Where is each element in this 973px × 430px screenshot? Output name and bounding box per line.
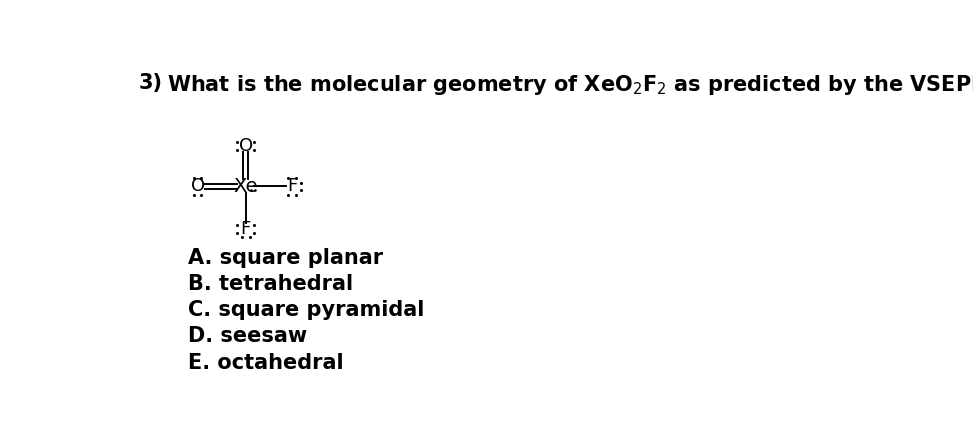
- Text: Xe: Xe: [234, 177, 258, 196]
- Text: C. square pyramidal: C. square pyramidal: [188, 300, 424, 320]
- Text: F: F: [287, 177, 297, 195]
- Text: D. seesaw: D. seesaw: [188, 326, 306, 347]
- Text: A. square planar: A. square planar: [188, 248, 382, 268]
- Text: O: O: [191, 177, 204, 195]
- Text: What is the molecular geometry of XeO$_2$F$_2$ as predicted by the VSEPR model?: What is the molecular geometry of XeO$_2…: [166, 73, 973, 97]
- Text: F: F: [240, 220, 251, 238]
- Text: 3): 3): [139, 73, 162, 93]
- Text: B. tetrahedral: B. tetrahedral: [188, 274, 352, 294]
- Text: O: O: [238, 137, 253, 155]
- Text: E. octahedral: E. octahedral: [188, 353, 343, 373]
